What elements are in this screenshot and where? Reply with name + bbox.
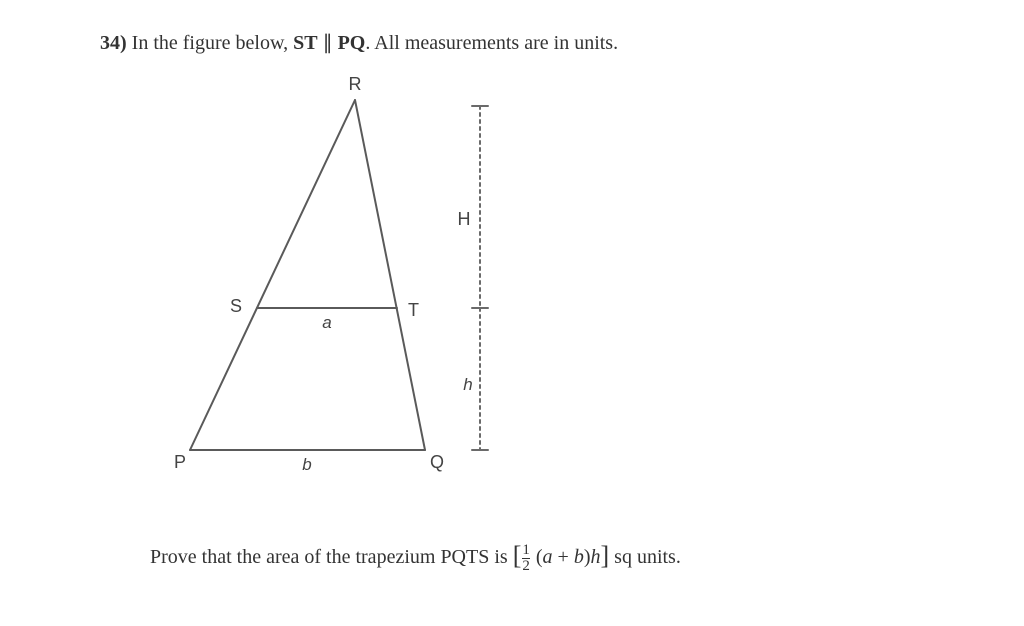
- triangle-figure: PQRSTabHh: [180, 80, 540, 500]
- svg-text:P: P: [174, 452, 186, 472]
- prove-mid: is: [489, 546, 512, 568]
- svg-text:R: R: [349, 74, 362, 94]
- open-bracket: [: [513, 541, 522, 570]
- prove-statement: Prove that the area of the trapezium PQT…: [150, 540, 681, 574]
- expr-a: a: [543, 546, 553, 568]
- expr-b: b: [574, 546, 584, 568]
- q-text-2: . All measurements are in units.: [365, 32, 618, 54]
- page: 34) In the figure below, ST ∥ PQ. All me…: [0, 0, 1024, 626]
- svg-text:S: S: [230, 296, 242, 316]
- q-parallel: ∥: [318, 32, 338, 54]
- svg-text:b: b: [302, 455, 311, 474]
- svg-text:h: h: [463, 375, 472, 394]
- trapezium-name: PQTS: [440, 546, 489, 568]
- q-text-1: In the figure below,: [127, 32, 293, 54]
- svg-text:Q: Q: [430, 452, 444, 472]
- figure-svg: PQRSTabHh: [180, 80, 540, 500]
- q-pq: PQ: [338, 32, 366, 54]
- prove-prefix: Prove that the area of the trapezium: [150, 546, 440, 568]
- frac-den: 2: [522, 558, 530, 574]
- q-st: ST: [293, 32, 317, 54]
- svg-text:T: T: [408, 300, 419, 320]
- question-text: 34) In the figure below, ST ∥ PQ. All me…: [100, 30, 618, 55]
- question-number: 34): [100, 32, 127, 54]
- svg-text:H: H: [458, 209, 471, 229]
- expr-h: h: [590, 546, 600, 568]
- fraction-half: 12: [522, 543, 530, 574]
- geometry-group: P Q R S Ta b Hh: [174, 74, 488, 474]
- plus: +: [553, 546, 574, 568]
- close-bracket: ]: [600, 541, 609, 570]
- svg-text:a: a: [322, 313, 331, 332]
- frac-num: 1: [522, 543, 530, 558]
- lparen: (: [531, 546, 543, 568]
- prove-tail: sq units.: [609, 546, 681, 568]
